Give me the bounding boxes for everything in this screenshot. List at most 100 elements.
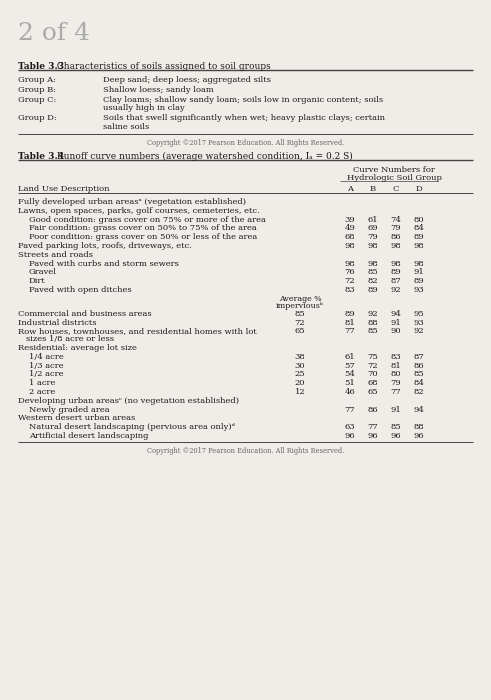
Text: 79: 79: [391, 225, 401, 232]
Text: 57: 57: [345, 362, 355, 370]
Text: 61: 61: [368, 216, 378, 223]
Text: 88: 88: [368, 318, 379, 327]
Text: 85: 85: [413, 370, 424, 379]
Text: 95: 95: [413, 310, 424, 318]
Text: Curve Numbers for: Curve Numbers for: [353, 166, 435, 174]
Text: 63: 63: [345, 424, 355, 431]
Text: 98: 98: [391, 242, 401, 250]
Text: Artificial desert landscaping: Artificial desert landscaping: [29, 432, 148, 440]
Text: 98: 98: [413, 242, 424, 250]
Text: 98: 98: [368, 242, 379, 250]
Text: 89: 89: [413, 277, 424, 285]
Text: 49: 49: [345, 225, 355, 232]
Text: Deep sand; deep loess; aggregated silts: Deep sand; deep loess; aggregated silts: [103, 76, 271, 84]
Text: 1 acre: 1 acre: [29, 379, 55, 387]
Text: 30: 30: [295, 362, 305, 370]
Text: 2 of 4: 2 of 4: [18, 22, 90, 45]
Text: saline soils: saline soils: [103, 123, 149, 131]
Text: 91: 91: [391, 318, 401, 327]
Text: 65: 65: [368, 388, 378, 396]
Text: 1/4 acre: 1/4 acre: [29, 353, 64, 360]
Text: 46: 46: [345, 388, 355, 396]
Text: Table 3.4: Table 3.4: [18, 152, 64, 161]
Text: usually high in clay: usually high in clay: [103, 104, 185, 113]
Text: Gravel: Gravel: [29, 268, 57, 277]
Text: 80: 80: [414, 216, 424, 223]
Text: 86: 86: [391, 233, 401, 242]
Text: Paved with curbs and storm sewers: Paved with curbs and storm sewers: [29, 260, 179, 267]
Text: 77: 77: [345, 328, 355, 335]
Text: 93: 93: [413, 286, 424, 294]
Text: Group D:: Group D:: [18, 115, 57, 122]
Text: Group B:: Group B:: [18, 86, 56, 94]
Text: sizes 1/8 acre or less: sizes 1/8 acre or less: [26, 335, 114, 343]
Text: 88: 88: [413, 424, 424, 431]
Text: 96: 96: [345, 432, 355, 440]
Text: 77: 77: [368, 424, 379, 431]
Text: 86: 86: [368, 405, 378, 414]
Text: 2 acre: 2 acre: [29, 388, 55, 396]
Text: Western desert urban areas: Western desert urban areas: [18, 414, 135, 422]
Text: 92: 92: [391, 286, 401, 294]
Text: 76: 76: [345, 268, 355, 277]
Text: Table 3.3: Table 3.3: [18, 62, 64, 71]
Text: Shallow loess; sandy loam: Shallow loess; sandy loam: [103, 86, 214, 94]
Text: 96: 96: [414, 432, 424, 440]
Text: Industrial districts: Industrial districts: [18, 318, 97, 327]
Text: 98: 98: [391, 260, 401, 267]
Text: 91: 91: [391, 405, 401, 414]
Text: 96: 96: [368, 432, 378, 440]
Text: 61: 61: [345, 353, 355, 360]
Text: Clay loams; shallow sandy loam; soils low in organic content; soils: Clay loams; shallow sandy loam; soils lo…: [103, 96, 383, 104]
Text: 54: 54: [345, 370, 355, 379]
Text: Group C:: Group C:: [18, 96, 56, 104]
Text: 82: 82: [368, 277, 378, 285]
Text: Runoff curve numbers (average watershed condition, Iₐ = 0.2 S): Runoff curve numbers (average watershed …: [54, 152, 353, 161]
Text: 38: 38: [295, 353, 305, 360]
Text: Row houses, townhouses, and residential homes with lot: Row houses, townhouses, and residential …: [18, 328, 257, 335]
Text: Poor condition: grass cover on 50% or less of the area: Poor condition: grass cover on 50% or le…: [29, 233, 257, 242]
Text: imperviousᵇ: imperviousᵇ: [276, 302, 324, 310]
Text: 69: 69: [368, 225, 378, 232]
Text: Newly graded area: Newly graded area: [29, 405, 109, 414]
Text: Copyright ©2017 Pearson Education. All Rights Reserved.: Copyright ©2017 Pearson Education. All R…: [147, 447, 344, 455]
Text: 91: 91: [413, 268, 424, 277]
Text: 87: 87: [413, 353, 424, 360]
Text: 85: 85: [368, 268, 379, 277]
Text: 89: 89: [413, 233, 424, 242]
Text: 85: 85: [295, 310, 305, 318]
Text: Hydrologic Soil Group: Hydrologic Soil Group: [347, 174, 441, 182]
Text: D: D: [415, 185, 422, 193]
Text: C: C: [393, 185, 399, 193]
Text: Good condition: grass cover on 75% or more of the area: Good condition: grass cover on 75% or mo…: [29, 216, 266, 223]
Text: Residential: average lot size: Residential: average lot size: [18, 344, 137, 352]
Text: 39: 39: [345, 216, 355, 223]
Text: 85: 85: [391, 424, 401, 431]
Text: 90: 90: [391, 328, 401, 335]
Text: 98: 98: [345, 260, 355, 267]
Text: 68: 68: [345, 233, 355, 242]
Text: 20: 20: [295, 379, 305, 387]
Text: Commercial and business areas: Commercial and business areas: [18, 310, 152, 318]
Text: 98: 98: [368, 260, 379, 267]
Text: 72: 72: [345, 277, 355, 285]
Text: 84: 84: [413, 379, 424, 387]
Text: 96: 96: [391, 432, 401, 440]
Text: 94: 94: [413, 405, 424, 414]
Text: 89: 89: [391, 268, 401, 277]
Text: 70: 70: [368, 370, 378, 379]
Text: Streets and roads: Streets and roads: [18, 251, 93, 259]
Text: 84: 84: [413, 225, 424, 232]
Text: 77: 77: [391, 388, 401, 396]
Text: Land Use Description: Land Use Description: [18, 185, 109, 193]
Text: 87: 87: [391, 277, 401, 285]
Text: 86: 86: [414, 362, 424, 370]
Text: Fully developed urban areasᵃ (vegetation established): Fully developed urban areasᵃ (vegetation…: [18, 198, 246, 206]
Text: 72: 72: [295, 318, 305, 327]
Text: 81: 81: [391, 362, 401, 370]
Text: Characteristics of soils assigned to soil groups: Characteristics of soils assigned to soi…: [54, 62, 271, 71]
Text: 98: 98: [345, 242, 355, 250]
Text: 94: 94: [390, 310, 402, 318]
Text: 82: 82: [414, 388, 424, 396]
Text: 79: 79: [391, 379, 401, 387]
